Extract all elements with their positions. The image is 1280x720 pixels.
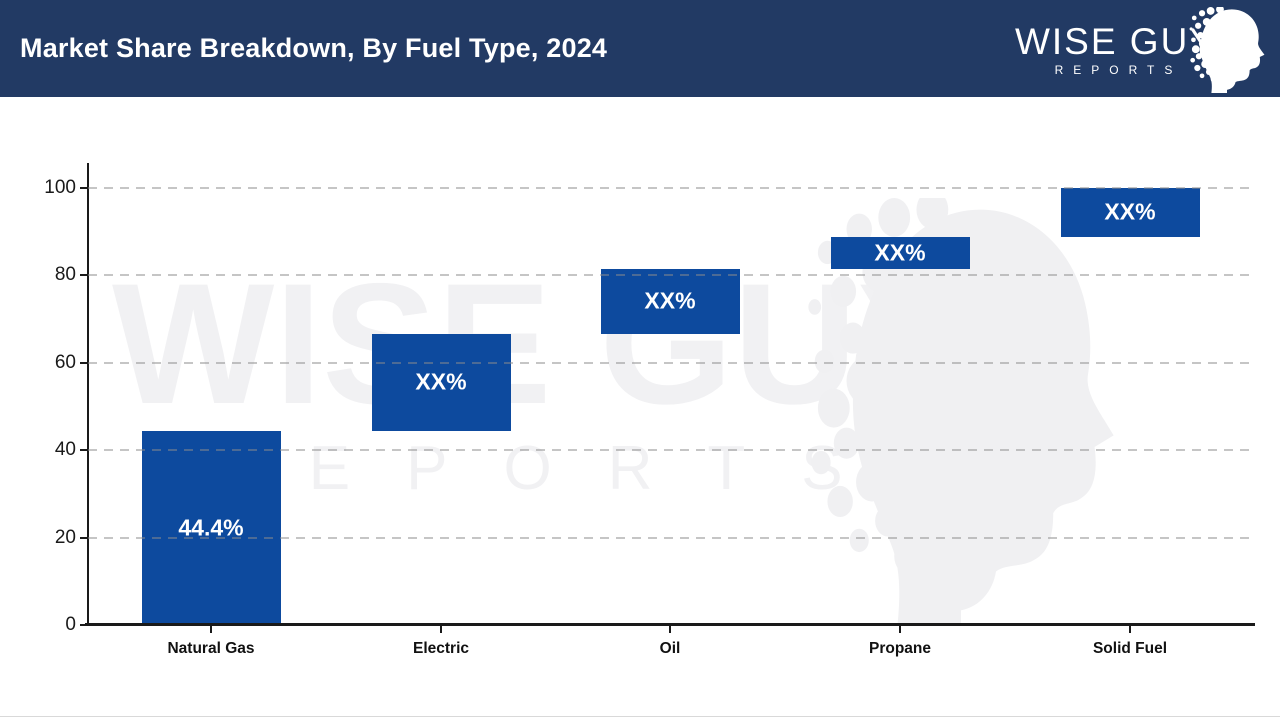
watermark-subtitle-text: REPORTS: [208, 434, 899, 503]
bar-value-label: XX%: [644, 287, 696, 314]
x-axis-category-label: Natural Gas: [167, 640, 255, 657]
y-tick-label: 0: [65, 614, 76, 635]
y-tick-mark: [80, 536, 87, 539]
bar-value-label: 44.4%: [178, 514, 244, 541]
bar-value-label: XX%: [874, 239, 926, 266]
bar-natural-gas: [141, 430, 281, 625]
gridline: [88, 187, 1255, 189]
bar-electric: [371, 333, 511, 431]
y-tick-label: 100: [44, 177, 76, 198]
dotted-head-icon: [1189, 7, 1265, 93]
brand-subtitle: REPORTS: [1054, 63, 1183, 78]
page-title: Market Share Breakdown, By Fuel Type, 20…: [20, 33, 608, 63]
x-axis-category-label: Electric: [412, 640, 469, 657]
header-bar: Market Share Breakdown, By Fuel Type, 20…: [0, 0, 1280, 97]
watermark-head-graphic: [808, 198, 1114, 626]
y-tick-mark: [80, 361, 87, 364]
y-tick-label: 60: [54, 351, 76, 373]
y-tick-label: 80: [54, 264, 76, 286]
y-tick-label: 40: [54, 439, 76, 461]
x-axis-category-label: Solid Fuel: [1092, 640, 1168, 657]
x-tick-mark: [669, 626, 671, 633]
x-axis-category-label: Propane: [868, 640, 931, 657]
x-tick-mark: [899, 626, 901, 633]
y-tick-mark: [80, 274, 87, 277]
x-tick-mark: [1129, 626, 1131, 633]
y-axis-spine: [87, 163, 89, 625]
x-axis-category-label: Oil: [659, 640, 681, 657]
gridline: [88, 274, 1255, 277]
brand-name: WISE GUY: [1014, 20, 1216, 62]
bar-value-label: XX%: [1104, 198, 1156, 225]
gridline: [88, 361, 1255, 364]
brand-logo-text: WISE GUY REPORTS: [1014, 20, 1216, 78]
brand-logo: WISE GUY REPORTS: [1014, 7, 1266, 93]
gridline: [88, 536, 1255, 539]
gridline: [88, 449, 1255, 452]
y-tick-mark: [80, 187, 87, 189]
x-tick-mark: [210, 626, 212, 633]
x-axis-spine: [85, 623, 1255, 626]
y-tick-mark: [80, 449, 87, 452]
y-tick-label: 20: [54, 526, 76, 548]
bar-solid-fuel: [1060, 188, 1200, 237]
y-tick-mark: [80, 624, 87, 626]
bar-value-label: XX%: [415, 368, 467, 395]
x-tick-mark: [440, 626, 442, 633]
bar-propane: [830, 236, 970, 269]
bottom-border: [0, 716, 1280, 717]
bar-oil: [600, 268, 740, 334]
